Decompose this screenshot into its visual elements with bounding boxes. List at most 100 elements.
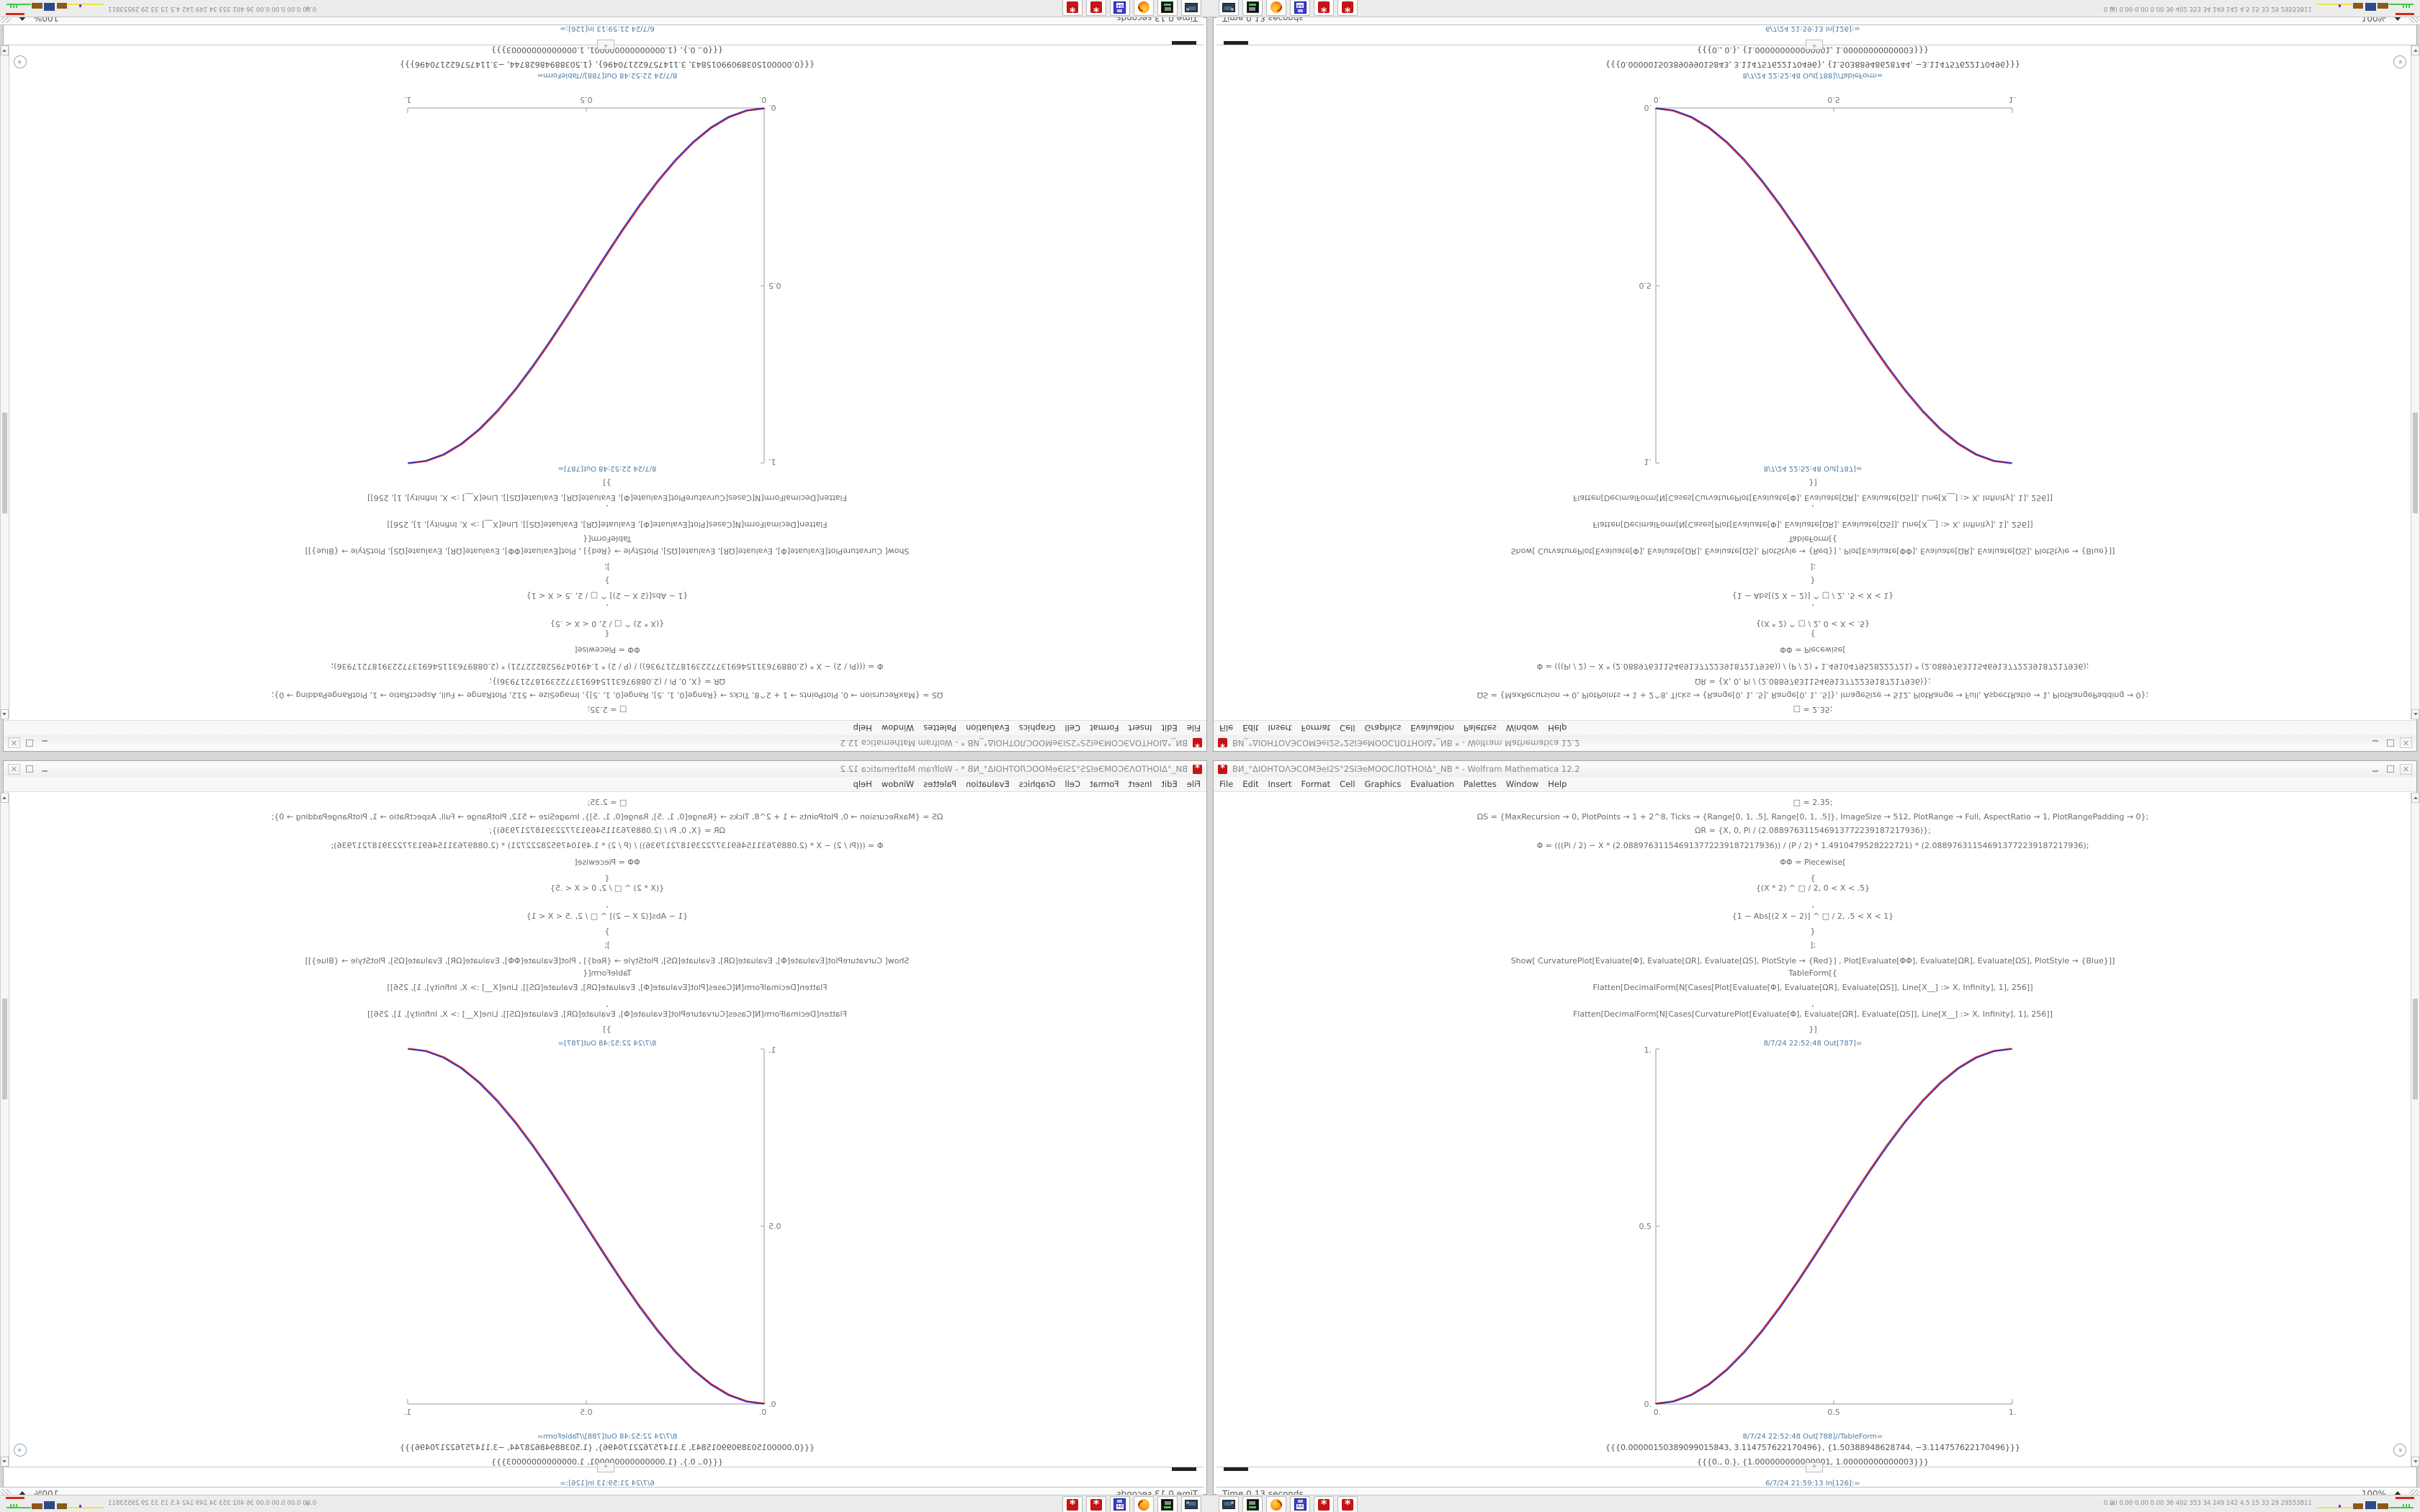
- menu-item[interactable]: Format: [1301, 723, 1331, 733]
- launcher-system-tool[interactable]: [1242, 1496, 1263, 1512]
- menu-item[interactable]: Palettes: [923, 779, 956, 789]
- notebook-line[interactable]: ,: [606, 900, 609, 909]
- menu-item[interactable]: Evaluation: [1410, 779, 1455, 789]
- menu-item[interactable]: Help: [1548, 779, 1567, 789]
- notebook-line[interactable]: TableForm[{: [1788, 968, 1837, 978]
- notebook-line[interactable]: {{{0.00000150389099015843, 3.11475762217…: [399, 60, 815, 69]
- minimize-button-icon[interactable]: [2370, 765, 2380, 774]
- menu-item[interactable]: Window: [1505, 723, 1539, 733]
- notebook-line[interactable]: {: [1810, 629, 1816, 639]
- notebook-line[interactable]: ,: [606, 603, 609, 612]
- notebook-line[interactable]: 6/7/24 21:59:13 In[126]:=: [1765, 24, 1860, 32]
- notebook-line[interactable]: Show[ CurvaturePlot[Evaluate[Φ], Evaluat…: [1510, 546, 2115, 556]
- horizontal-scrollbar-thumb[interactable]: [1224, 1467, 1248, 1471]
- launcher-mathematica-1[interactable]: [1086, 0, 1106, 16]
- menu-item[interactable]: Palettes: [923, 723, 956, 733]
- menu-item[interactable]: Insert: [1128, 779, 1152, 789]
- notebook-line[interactable]: ,: [1811, 900, 1814, 909]
- launcher-firefox[interactable]: [1134, 0, 1154, 16]
- notebook-line[interactable]: ,: [1811, 603, 1814, 612]
- notebook-line[interactable]: Φ = (((Pi / 2) − X * (2.0889763115469137…: [1536, 662, 2089, 671]
- notebook-line[interactable]: ,: [1811, 503, 1814, 513]
- launcher-firefox[interactable]: [1134, 1496, 1154, 1512]
- jump-to-bottom-icon[interactable]: »: [14, 1444, 27, 1457]
- notebook-line[interactable]: Φ = (((Pi / 2) − X * (2.0889763115469137…: [1536, 841, 2089, 850]
- notebook-line[interactable]: ];: [1810, 940, 1816, 950]
- notebook-line[interactable]: TableForm[{: [583, 968, 632, 978]
- notebook-line[interactable]: }]: [603, 478, 611, 487]
- menu-item[interactable]: File: [1219, 723, 1234, 733]
- menu-item[interactable]: Graphics: [1018, 723, 1056, 733]
- notebook-line[interactable]: ΩS = {MaxRecursion → 0, PlotPoints → 1 +…: [271, 690, 944, 700]
- notebook-line[interactable]: Flatten[DecimalForm[N[Cases[Plot[Evaluat…: [1592, 520, 2033, 529]
- menu-item[interactable]: Graphics: [1018, 779, 1056, 789]
- notebook-line[interactable]: {: [1810, 873, 1816, 883]
- launcher-firefox[interactable]: [1266, 1496, 1286, 1512]
- notebook-line[interactable]: }]: [1809, 1025, 1817, 1034]
- menu-item[interactable]: Help: [1548, 723, 1567, 733]
- vertical-scrollbar-thumb[interactable]: [2, 999, 7, 1099]
- notebook-line[interactable]: Show[ CurvaturePlot[Evaluate[Φ], Evaluat…: [305, 546, 910, 556]
- launcher-display-settings[interactable]: [1219, 0, 1239, 16]
- launcher-display-settings[interactable]: [1219, 1496, 1239, 1512]
- menu-item[interactable]: Palettes: [1464, 723, 1497, 733]
- minimize-button-icon[interactable]: [40, 765, 50, 774]
- launcher-mathematica-2[interactable]: [1062, 0, 1083, 16]
- menu-item[interactable]: Edit: [1242, 723, 1259, 733]
- notebook-line[interactable]: ,: [606, 999, 609, 1009]
- launcher-mathematica-1[interactable]: [1314, 1496, 1334, 1512]
- menu-item[interactable]: Cell: [1340, 723, 1355, 733]
- notebook-line[interactable]: {(X * 2) ^ □ / 2, 0 < X < .5}: [550, 619, 665, 629]
- launcher-firefox[interactable]: [1266, 0, 1286, 16]
- notebook-line[interactable]: ,: [1811, 999, 1814, 1009]
- titlebar[interactable]: ВИ_°ΔΙΟΗΤΟΛЭCOMЭeI2S°2SIЭeMOOCЛOTHOIΔ°_N…: [1214, 761, 2416, 778]
- notebook-line[interactable]: 8/7/24 22:52:48 Out[788]//TableForm=: [1742, 71, 1883, 79]
- notebook-line[interactable]: ];: [604, 562, 610, 572]
- notebook-line[interactable]: ΦΦ = Piecewise[: [574, 858, 640, 867]
- notebook-line[interactable]: Flatten[DecimalForm[N[Cases[Plot[Evaluat…: [387, 520, 828, 529]
- notebook-line[interactable]: 8/7/24 22:52:48 Out[787]=: [1763, 1040, 1863, 1048]
- notebook-line[interactable]: ΩR = {X, 0, Pi / (2.08897631154691377223…: [1695, 677, 1931, 686]
- vertical-scrollbar[interactable]: [0, 45, 9, 719]
- launcher-mathematica-1[interactable]: [1086, 1496, 1106, 1512]
- scroll-up-arrow-icon[interactable]: [2411, 793, 2419, 803]
- notebook-line[interactable]: □ = 2.35;: [1793, 798, 1833, 807]
- notebook-line[interactable]: 8/7/24 22:52:48 Out[788]//TableForm=: [537, 1433, 678, 1441]
- notebook-line[interactable]: ΩR = {X, 0, Pi / (2.08897631154691377223…: [489, 826, 725, 835]
- insert-cell-plus-icon[interactable]: +: [1806, 40, 1823, 50]
- notebook-line[interactable]: }]: [1809, 478, 1817, 487]
- maximize-button-icon[interactable]: [2385, 739, 2396, 748]
- notebook-line[interactable]: ΦΦ = Piecewise[: [1780, 645, 1846, 654]
- scroll-down-arrow-icon[interactable]: [2411, 45, 2419, 55]
- menu-item[interactable]: Edit: [1161, 779, 1178, 789]
- notebook-line[interactable]: {: [604, 629, 610, 639]
- close-button-icon[interactable]: ✕: [8, 763, 20, 775]
- horizontal-scrollbar-thumb[interactable]: [1172, 41, 1196, 45]
- notebook-line[interactable]: {1 − Abs[(2 X − 2)] ^ □ / 2, .5 < X < 1}: [1731, 591, 1894, 600]
- launcher-system-tool[interactable]: [1242, 0, 1263, 16]
- notebook-line[interactable]: ΦΦ = Piecewise[: [574, 645, 640, 654]
- maximize-button-icon[interactable]: [24, 765, 35, 774]
- notebook-line[interactable]: Flatten[DecimalForm[N[Cases[Plot[Evaluat…: [1592, 983, 2033, 992]
- menu-item[interactable]: Graphics: [1364, 723, 1402, 733]
- notebook-line[interactable]: ,: [606, 503, 609, 513]
- scroll-down-arrow-icon[interactable]: [1, 45, 9, 55]
- notebook-line[interactable]: Show[ CurvaturePlot[Evaluate[Φ], Evaluat…: [305, 956, 910, 966]
- notebook-line[interactable]: ];: [1810, 562, 1816, 572]
- menu-item[interactable]: Cell: [1340, 779, 1355, 789]
- minimize-button-icon[interactable]: [2370, 739, 2380, 748]
- launcher-floppy-64[interactable]: 64: [1110, 1496, 1130, 1512]
- notebook-line[interactable]: ΦΦ = Piecewise[: [1780, 858, 1846, 867]
- maximize-button-icon[interactable]: [2385, 765, 2396, 774]
- notebook-line[interactable]: {(X * 2) ^ □ / 2, 0 < X < .5}: [550, 883, 665, 893]
- zoom-menu-arrow-icon[interactable]: [2393, 1491, 2402, 1496]
- notebook-line[interactable]: }: [604, 927, 610, 936]
- menu-item[interactable]: Graphics: [1364, 779, 1402, 789]
- notebook-line[interactable]: Flatten[DecimalForm[N[Cases[Plot[Evaluat…: [387, 983, 828, 992]
- notebook-line[interactable]: }: [1810, 927, 1816, 936]
- notebook-line[interactable]: TableForm[{: [1788, 534, 1837, 544]
- notebook-line[interactable]: }: [1810, 576, 1816, 585]
- titlebar[interactable]: ВИ_°ΔΙΟΗΤΟΛЭCOMЭeI2S°2SIЭeMOOCЛOTHOIΔ°_N…: [1214, 734, 2416, 751]
- menu-item[interactable]: File: [1219, 779, 1234, 789]
- notebook-line[interactable]: 8/7/24 22:52:48 Out[788]//TableForm=: [1742, 1433, 1883, 1441]
